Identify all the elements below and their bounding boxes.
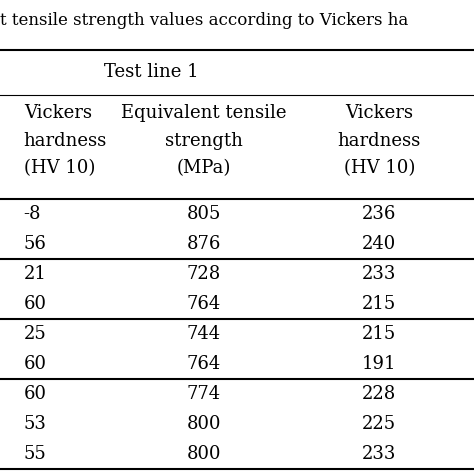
Text: Vickers: Vickers <box>24 104 91 122</box>
Text: strength: strength <box>165 132 243 150</box>
Text: hardness: hardness <box>24 132 107 150</box>
Text: 191: 191 <box>362 355 396 373</box>
Text: 236: 236 <box>362 205 396 223</box>
Text: 800: 800 <box>187 415 221 433</box>
Text: 215: 215 <box>362 325 396 343</box>
Text: 876: 876 <box>187 235 221 253</box>
Text: 60: 60 <box>24 295 47 313</box>
Text: Test line 1: Test line 1 <box>104 64 199 81</box>
Text: 21: 21 <box>24 265 46 283</box>
Text: 774: 774 <box>187 385 221 403</box>
Text: 53: 53 <box>24 415 46 433</box>
Text: 764: 764 <box>187 355 221 373</box>
Text: Vickers: Vickers <box>345 104 413 122</box>
Text: 744: 744 <box>187 325 221 343</box>
Text: 56: 56 <box>24 235 46 253</box>
Text: 25: 25 <box>24 325 46 343</box>
Text: Equivalent tensile: Equivalent tensile <box>121 104 287 122</box>
Text: 60: 60 <box>24 355 47 373</box>
Text: (HV 10): (HV 10) <box>24 159 95 177</box>
Text: 225: 225 <box>362 415 396 433</box>
Text: -8: -8 <box>24 205 41 223</box>
Text: 233: 233 <box>362 445 396 463</box>
Text: (MPa): (MPa) <box>177 159 231 177</box>
Text: t tensile strength values according to Vickers ha: t tensile strength values according to V… <box>0 12 408 29</box>
Text: 55: 55 <box>24 445 46 463</box>
Text: 60: 60 <box>24 385 47 403</box>
Text: 215: 215 <box>362 295 396 313</box>
Text: 240: 240 <box>362 235 396 253</box>
Text: 805: 805 <box>187 205 221 223</box>
Text: 228: 228 <box>362 385 396 403</box>
Text: 728: 728 <box>187 265 221 283</box>
Text: (HV 10): (HV 10) <box>344 159 415 177</box>
Text: hardness: hardness <box>337 132 421 150</box>
Text: 800: 800 <box>187 445 221 463</box>
Text: 233: 233 <box>362 265 396 283</box>
Text: 764: 764 <box>187 295 221 313</box>
